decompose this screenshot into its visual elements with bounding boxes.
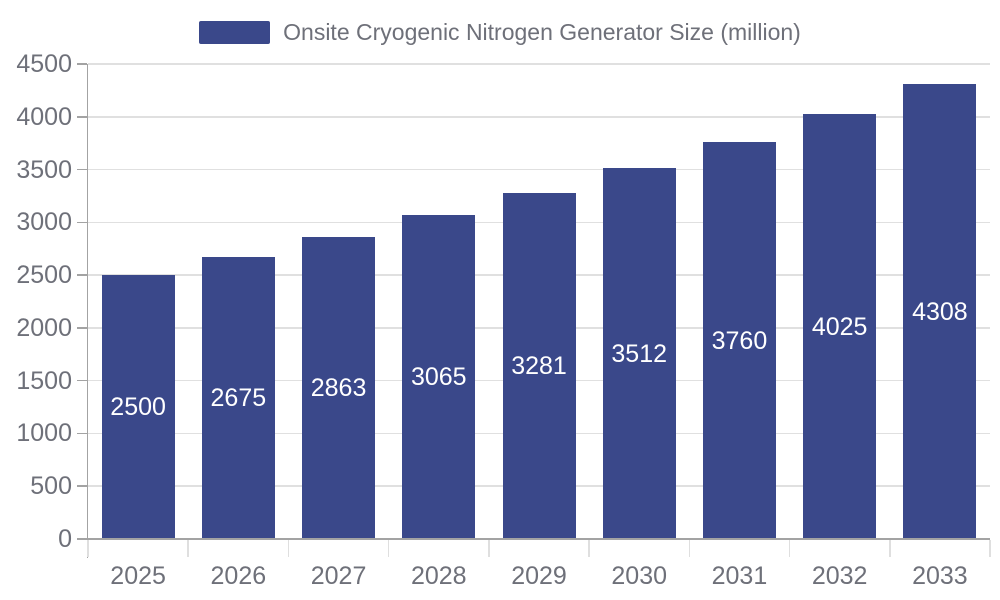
x-tick-mark — [387, 540, 390, 557]
gridline — [88, 116, 990, 118]
y-tick-mark — [77, 327, 87, 329]
x-tick-mark — [488, 540, 490, 557]
y-tick-mark — [77, 485, 87, 487]
bar-value-label: 3512 — [611, 339, 668, 368]
bar — [502, 192, 576, 538]
bar — [201, 256, 275, 538]
bar — [803, 114, 877, 538]
x-tick-mark — [788, 540, 791, 557]
y-axis-tick-label: 500 — [30, 472, 72, 501]
y-axis-tick-label: 4500 — [16, 50, 72, 78]
legend-swatch — [199, 20, 271, 44]
x-axis-tick-label: 2026 — [210, 562, 267, 590]
y-tick-mark — [77, 538, 87, 540]
bar — [602, 168, 676, 538]
x-tick-mark — [989, 540, 991, 557]
y-tick-mark — [77, 274, 87, 276]
x-tick-mark — [688, 540, 691, 557]
legend-label: Onsite Cryogenic Nitrogen Generator Size… — [283, 19, 801, 45]
x-axis-tick-label: 2028 — [410, 562, 467, 590]
x-tick-mark — [287, 540, 290, 557]
y-axis-tick-label: 3500 — [16, 155, 72, 184]
y-axis-tick-label: 1000 — [16, 419, 72, 448]
bar — [702, 142, 776, 538]
bar-value-label: 3065 — [410, 363, 467, 392]
y-axis-tick-label: 1500 — [16, 366, 72, 395]
y-axis-tick-label: 0 — [58, 525, 72, 553]
y-tick-mark — [77, 168, 87, 171]
y-tick-mark — [77, 432, 87, 435]
x-axis-tick-label: 2031 — [711, 562, 768, 590]
x-tick-mark — [889, 540, 891, 557]
x-tick-mark — [87, 540, 89, 557]
y-axis-tick-label: 2000 — [16, 313, 72, 342]
gridline — [88, 63, 990, 65]
legend-item[interactable]: Onsite Cryogenic Nitrogen Generator Size… — [0, 18, 1000, 46]
x-axis-line — [88, 538, 990, 540]
bar-value-label: 2863 — [310, 373, 367, 402]
x-axis-tick-label: 2030 — [611, 562, 668, 590]
bar-value-label: 3760 — [711, 326, 768, 355]
y-axis-tick-label: 3000 — [16, 208, 72, 237]
x-tick-mark — [187, 540, 189, 557]
bar-value-label: 3281 — [511, 351, 567, 380]
y-tick-mark — [77, 116, 87, 118]
x-axis-tick-label: 2025 — [110, 562, 166, 590]
bar-value-label: 4025 — [811, 312, 868, 341]
x-axis-tick-label: 2027 — [310, 562, 367, 590]
x-axis-tick-label: 2032 — [811, 562, 868, 590]
gridline — [88, 168, 990, 171]
x-tick-mark — [588, 540, 590, 557]
bar — [101, 275, 175, 538]
y-axis-tick-label: 4000 — [16, 102, 72, 131]
x-axis-tick-label: 2029 — [511, 562, 567, 590]
x-axis-tick-label: 2033 — [912, 562, 968, 590]
y-tick-mark — [77, 221, 87, 224]
bar-value-label: 2500 — [110, 393, 166, 422]
bar-value-label: 4308 — [912, 297, 968, 326]
y-axis-tick-label: 2500 — [16, 261, 72, 290]
y-axis-line — [86, 64, 88, 558]
bar — [302, 236, 376, 538]
bar — [402, 215, 476, 538]
y-tick-mark — [77, 63, 87, 65]
bar — [903, 84, 977, 538]
bar-value-label: 2675 — [210, 383, 267, 412]
y-tick-mark — [77, 379, 87, 382]
